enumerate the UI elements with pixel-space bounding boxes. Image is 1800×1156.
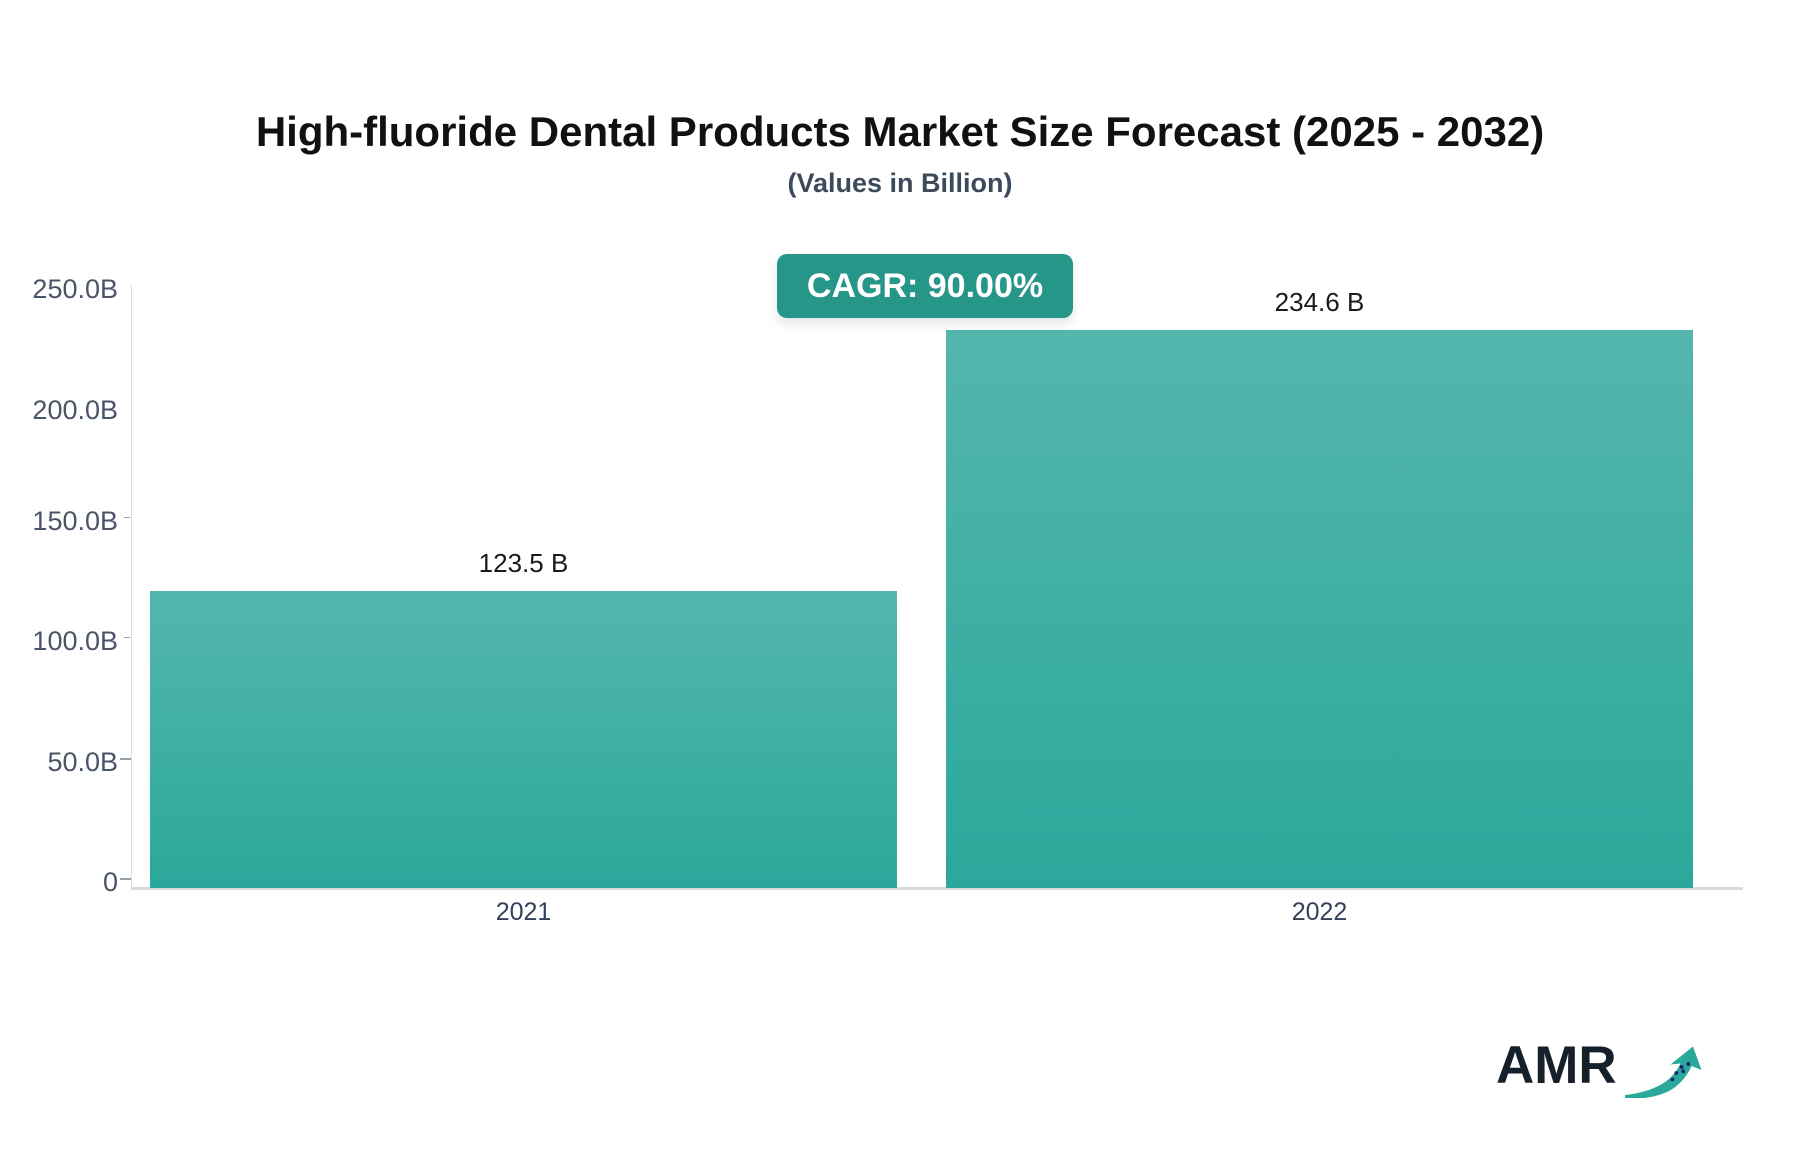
- svg-text:AMR: AMR: [1496, 1036, 1617, 1095]
